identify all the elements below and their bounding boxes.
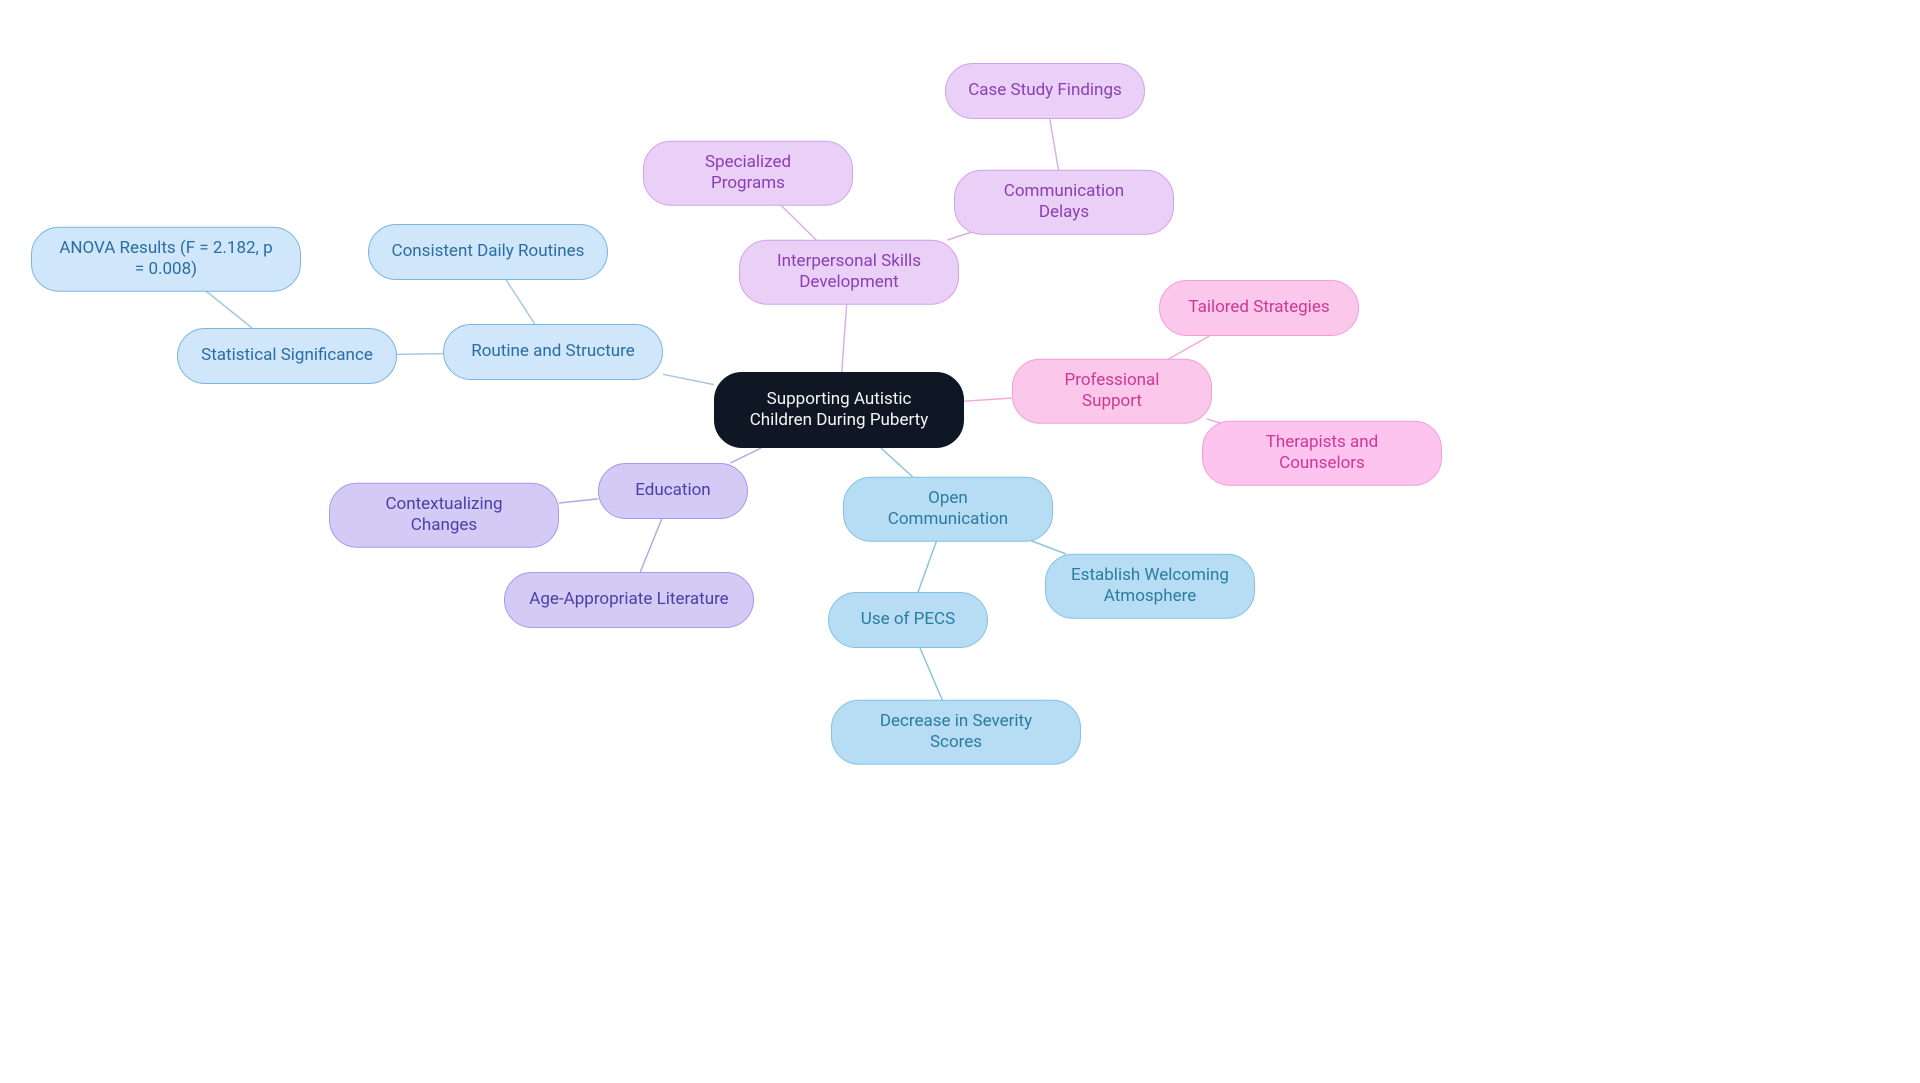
edge-interpersonal-delays-interpersonal-case (1050, 119, 1059, 174)
node-label: Statistical Significance (201, 345, 373, 366)
node-label: Tailored Strategies (1188, 297, 1329, 318)
node-routine: Routine and Structure (443, 324, 663, 380)
edge-education-education-context (559, 499, 598, 503)
node-label: ANOVA Results (F = 2.182, p = 0.008) (54, 238, 278, 281)
node-professional: Professional Support (1012, 359, 1212, 424)
node-label: Specialized Programs (666, 152, 830, 195)
node-interpersonal-delays: Communication Delays (954, 170, 1174, 235)
edge-routine-stat-routine-anova (206, 291, 252, 328)
edge-communication-pecs-communication-severity (920, 648, 944, 704)
node-interpersonal-programs: Specialized Programs (643, 141, 853, 206)
edge-education-education-lit (640, 519, 661, 572)
node-communication-severity: Decrease in Severity Scores (831, 700, 1081, 765)
node-label: Supporting Autistic Children During Pube… (737, 389, 941, 432)
node-root: Supporting Autistic Children During Pube… (714, 372, 964, 448)
edge-routine-routine-stat (397, 354, 443, 355)
node-label: Routine and Structure (471, 341, 635, 362)
edge-layer (0, 0, 1920, 1083)
edge-routine-routine-daily (506, 280, 535, 324)
edge-interpersonal-interpersonal-programs (777, 201, 817, 240)
edge-communication-communication-pecs (918, 537, 938, 592)
edge-root-routine (663, 374, 714, 384)
node-education-lit: Age-Appropriate Literature (504, 572, 754, 628)
node-communication-pecs: Use of PECS (828, 592, 988, 648)
node-label: Age-Appropriate Literature (529, 589, 728, 610)
edge-root-interpersonal (842, 304, 847, 372)
node-education-context: Contextualizing Changes (329, 483, 559, 548)
node-label: Decrease in Severity Scores (854, 711, 1058, 754)
node-label: Communication Delays (977, 181, 1151, 224)
node-label: Interpersonal Skills Development (762, 251, 936, 294)
mindmap-canvas: Supporting Autistic Children During Pube… (0, 0, 1920, 1083)
node-routine-daily: Consistent Daily Routines (368, 224, 608, 280)
node-label: Case Study Findings (968, 80, 1122, 101)
node-label: Therapists and Counselors (1225, 432, 1419, 475)
node-label: Professional Support (1035, 370, 1189, 413)
node-routine-stat: Statistical Significance (177, 328, 397, 384)
node-label: Contextualizing Changes (352, 494, 536, 537)
node-communication: Open Communication (843, 477, 1053, 542)
node-communication-welcome: Establish Welcoming Atmosphere (1045, 554, 1255, 619)
node-education: Education (598, 463, 748, 519)
node-interpersonal-case: Case Study Findings (945, 63, 1145, 119)
node-routine-anova: ANOVA Results (F = 2.182, p = 0.008) (31, 227, 301, 292)
node-professional-tailored: Tailored Strategies (1159, 280, 1359, 336)
edge-root-education (730, 448, 761, 463)
node-label: Consistent Daily Routines (392, 241, 585, 262)
node-label: Education (635, 480, 710, 501)
node-label: Use of PECS (861, 609, 955, 630)
node-professional-therapists: Therapists and Counselors (1202, 421, 1442, 486)
node-label: Open Communication (866, 488, 1030, 531)
node-label: Establish Welcoming Atmosphere (1068, 565, 1232, 608)
edge-root-professional (964, 398, 1012, 401)
node-interpersonal: Interpersonal Skills Development (739, 240, 959, 305)
